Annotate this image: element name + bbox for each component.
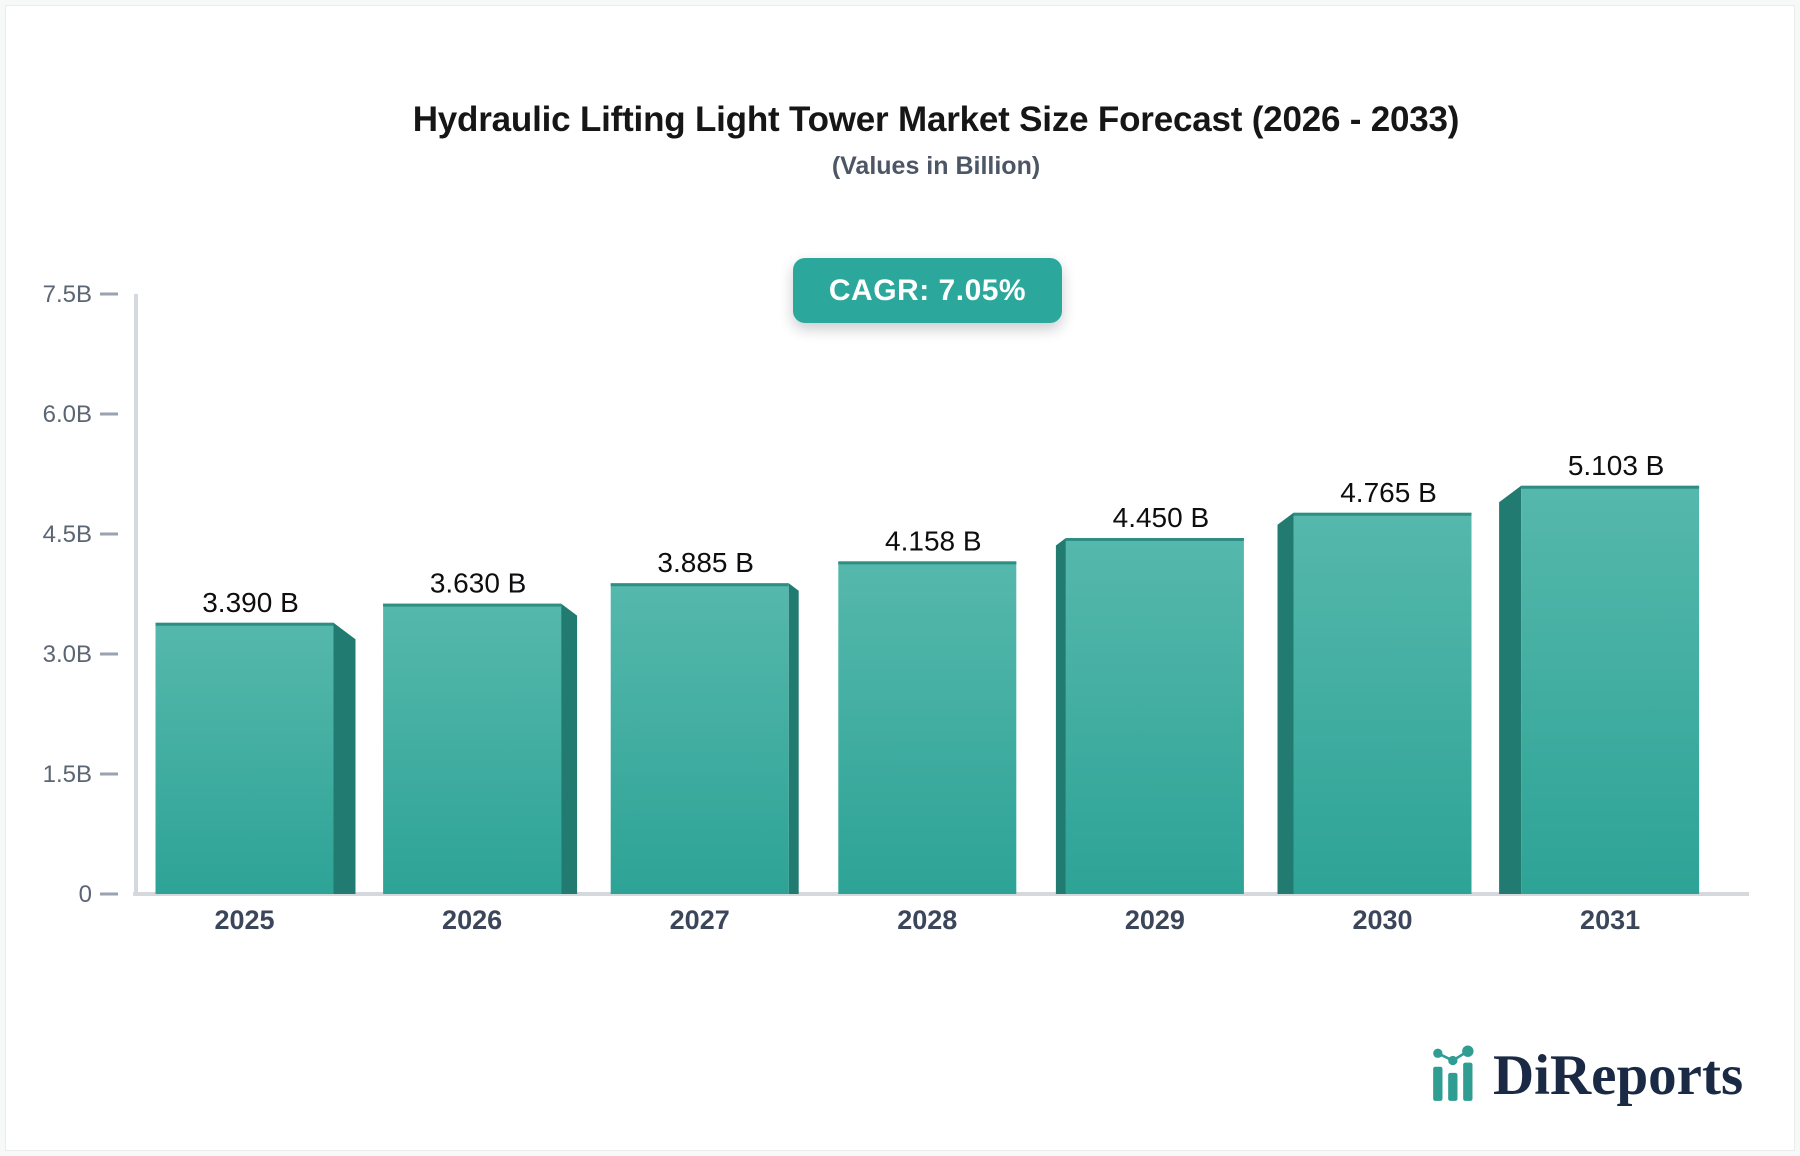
bar-value-label: 4.450 B	[1113, 502, 1210, 533]
logo-text: DiReports	[1493, 1043, 1744, 1107]
y-tick-label: 3.0B	[43, 641, 92, 668]
bar-side-2025	[333, 622, 356, 894]
x-category-label: 2026	[442, 905, 502, 935]
bar-value-label: 4.765 B	[1340, 477, 1437, 508]
bar-side-2029	[1055, 538, 1066, 894]
bar-2028	[838, 561, 1017, 894]
bar-side-2027	[788, 583, 799, 894]
bar-side-2026	[561, 603, 578, 894]
y-tick-label: 6.0B	[43, 401, 92, 428]
y-tick-label: 1.5B	[43, 761, 92, 788]
y-tick-label: 0	[79, 881, 92, 908]
y-tick-label: 4.5B	[43, 521, 92, 548]
bar-value-label: 3.390 B	[202, 587, 299, 618]
bar-2026	[383, 603, 562, 894]
x-category-label: 2028	[897, 905, 957, 935]
chart-subtitle: (Values in Billion)	[831, 152, 1041, 180]
bar-2025	[155, 622, 334, 894]
bar-2030	[1293, 512, 1472, 894]
bar-2027	[610, 583, 789, 894]
bar-side-2030	[1277, 512, 1294, 894]
bar-value-label: 4.158 B	[885, 525, 982, 556]
brand-logo: DiReports	[1430, 1042, 1743, 1108]
cagr-badge-label: CAGR: 7.05%	[828, 273, 1027, 307]
x-category-label: 2025	[214, 905, 274, 935]
bar-2029	[1065, 538, 1244, 894]
x-category-label: 2031	[1580, 905, 1640, 935]
bar-side-2031	[1499, 485, 1522, 894]
bar-chart-trend-icon	[1433, 1045, 1474, 1101]
chart-title: Hydraulic Lifting Light Tower Market Siz…	[412, 100, 1460, 139]
cagr-badge: CAGR: 7.05%	[793, 258, 1062, 323]
bar-value-label: 3.630 B	[430, 568, 527, 599]
bar-2031	[1521, 485, 1700, 894]
x-category-label: 2030	[1352, 905, 1412, 935]
chart-card: Hydraulic Lifting Light Tower Market Siz…	[5, 5, 1795, 1151]
bar-chart: 0 1.5B 3.0B 4.5B 6.0B 7.5B 3.390 B 2025 3.630 B 2…	[43, 281, 1749, 935]
x-category-label: 2027	[670, 905, 730, 935]
bar-value-label: 3.885 B	[657, 547, 754, 578]
y-tick-label: 7.5B	[43, 281, 92, 308]
x-category-label: 2029	[1125, 905, 1185, 935]
bar-value-label: 5.103 B	[1568, 450, 1665, 481]
